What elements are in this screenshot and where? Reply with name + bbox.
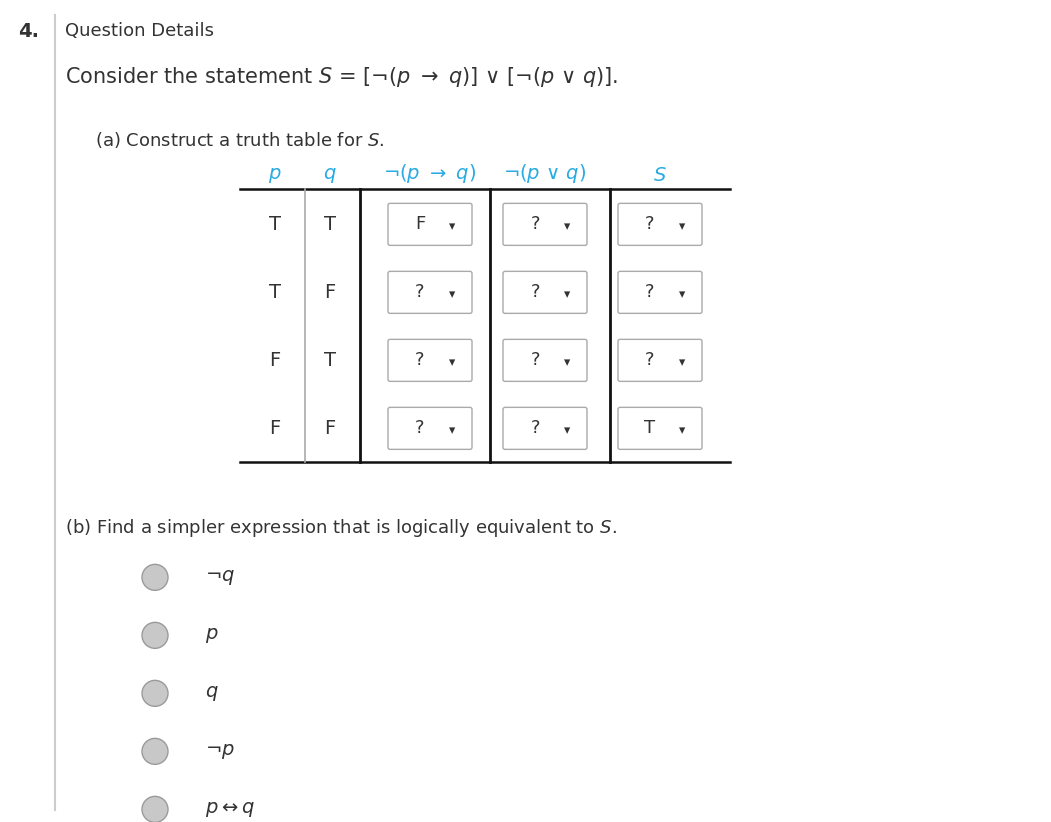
Text: $p$: $p$ [268, 166, 282, 185]
FancyBboxPatch shape [503, 408, 588, 450]
Text: $\neg p$: $\neg p$ [205, 742, 234, 761]
Text: $q$: $q$ [323, 166, 336, 185]
Text: F: F [325, 283, 335, 302]
Text: T: T [269, 283, 281, 302]
Text: Question Details: Question Details [65, 22, 214, 40]
Text: ?: ? [531, 284, 540, 302]
FancyBboxPatch shape [503, 339, 588, 381]
Text: ?: ? [531, 215, 540, 233]
Text: $p$: $p$ [205, 626, 219, 645]
Text: F: F [415, 215, 425, 233]
Text: ▾: ▾ [564, 288, 570, 301]
Text: $\neg$($p$ $\vee$ $q$): $\neg$($p$ $\vee$ $q$) [503, 162, 586, 185]
FancyBboxPatch shape [618, 408, 702, 450]
Text: ?: ? [415, 351, 425, 369]
FancyBboxPatch shape [388, 203, 472, 245]
FancyBboxPatch shape [503, 271, 588, 313]
Text: F: F [269, 351, 281, 370]
FancyBboxPatch shape [388, 408, 472, 450]
Text: F: F [325, 419, 335, 438]
Text: ?: ? [531, 351, 540, 369]
Text: T: T [324, 215, 336, 234]
Text: ▾: ▾ [679, 424, 685, 436]
Text: ?: ? [415, 419, 425, 437]
Text: ?: ? [645, 351, 655, 369]
Text: F: F [269, 419, 281, 438]
Text: T: T [644, 419, 656, 437]
FancyBboxPatch shape [618, 271, 702, 313]
Text: ?: ? [531, 419, 540, 437]
Text: ▾: ▾ [679, 288, 685, 301]
Text: ▾: ▾ [679, 219, 685, 233]
FancyBboxPatch shape [618, 339, 702, 381]
Text: ▾: ▾ [449, 424, 455, 436]
Circle shape [143, 797, 167, 821]
Text: ?: ? [645, 215, 655, 233]
FancyBboxPatch shape [503, 203, 588, 245]
Circle shape [143, 566, 167, 589]
FancyBboxPatch shape [388, 271, 472, 313]
Text: 4.: 4. [18, 22, 39, 41]
Text: Consider the statement $S$ = [$\neg$($p$ $\rightarrow$ $q$)] $\vee$ [$\neg$($p$ : Consider the statement $S$ = [$\neg$($p$… [65, 65, 618, 89]
Text: $\neg q$: $\neg q$ [205, 568, 235, 587]
Circle shape [143, 681, 167, 705]
Text: (b) Find a simpler expression that is logically equivalent to $S$.: (b) Find a simpler expression that is lo… [65, 517, 617, 539]
Text: ▾: ▾ [449, 356, 455, 369]
Text: $S$: $S$ [653, 166, 667, 185]
FancyBboxPatch shape [388, 339, 472, 381]
Text: ▾: ▾ [679, 356, 685, 369]
Text: ?: ? [645, 284, 655, 302]
Text: ▾: ▾ [564, 356, 570, 369]
Text: T: T [324, 351, 336, 370]
Circle shape [143, 623, 167, 648]
Text: (a) Construct a truth table for $S$.: (a) Construct a truth table for $S$. [95, 130, 385, 150]
Circle shape [143, 739, 167, 764]
Text: $\neg$($p$ $\rightarrow$ $q$): $\neg$($p$ $\rightarrow$ $q$) [384, 162, 476, 185]
FancyBboxPatch shape [618, 203, 702, 245]
Text: ▾: ▾ [449, 288, 455, 301]
Text: $q$: $q$ [205, 684, 219, 703]
Text: T: T [269, 215, 281, 234]
Text: ?: ? [415, 284, 425, 302]
Text: ▾: ▾ [564, 219, 570, 233]
Text: $p \leftrightarrow q$: $p \leftrightarrow q$ [205, 800, 255, 819]
Text: ▾: ▾ [449, 219, 455, 233]
Text: ▾: ▾ [564, 424, 570, 436]
